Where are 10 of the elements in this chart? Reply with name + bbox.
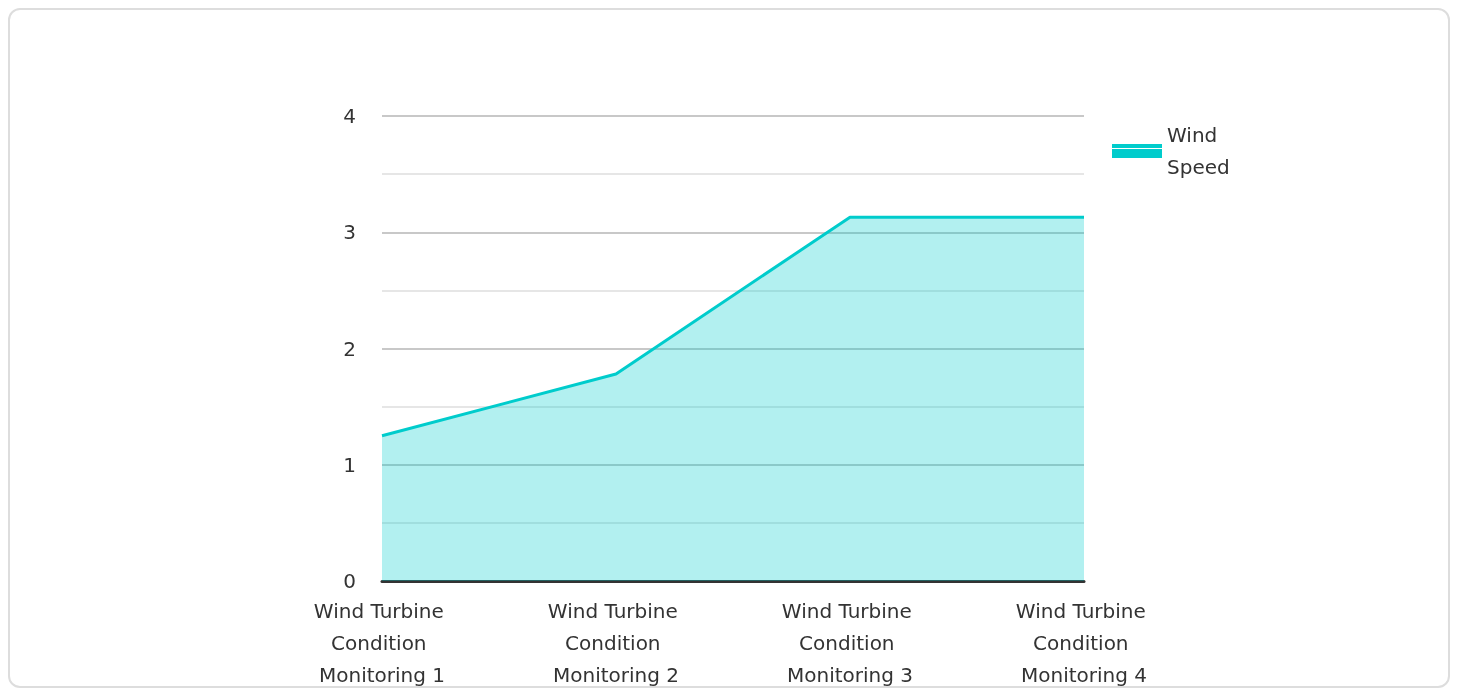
y-tick-label: 0 [343, 569, 356, 593]
x-tick-label: Wind Turbine Condition Monitoring 1 [313, 599, 451, 687]
y-tick-label: 3 [343, 220, 356, 245]
legend-label: Wind Speed [1167, 123, 1230, 179]
y-tick-label: 2 [343, 336, 356, 361]
x-tick-label: Wind Turbine Condition Monitoring 4 [1015, 599, 1153, 687]
x-tick-label: Wind Turbine Condition Monitoring 3 [781, 599, 919, 687]
x-tick-label: Wind Turbine Condition Monitoring 2 [547, 599, 685, 687]
y-tick-label: 4 [343, 104, 356, 128]
y-tick-label: 1 [343, 452, 356, 477]
